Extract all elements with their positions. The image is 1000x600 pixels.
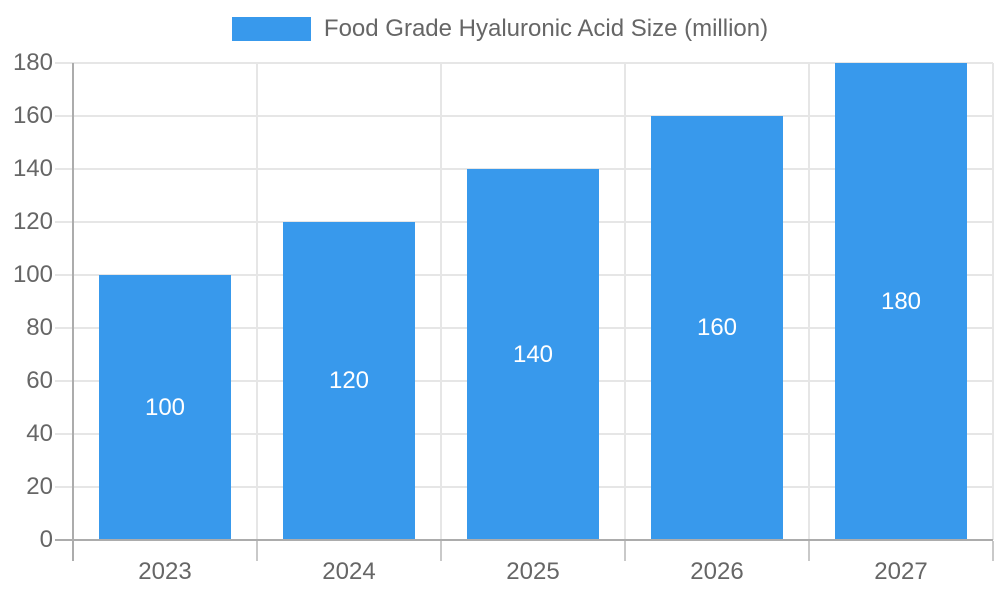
gridline-y-180	[73, 62, 993, 64]
y-tick-mark-140	[55, 168, 73, 170]
x-tick-label-2023: 2023	[138, 558, 192, 585]
y-tick-mark-120	[55, 221, 73, 223]
y-tick-mark-60	[55, 380, 73, 382]
y-tick-label-60: 60	[26, 367, 53, 394]
y-axis-line	[72, 63, 74, 561]
y-tick-label-140: 140	[12, 155, 53, 182]
x-tick-label-2025: 2025	[506, 558, 560, 585]
y-tick-mark-80	[55, 327, 73, 329]
y-tick-label-0: 0	[39, 526, 53, 553]
gridline-x-boundary-3	[624, 63, 626, 540]
y-tick-mark-160	[55, 115, 73, 117]
legend-item-series[interactable]: Food Grade Hyaluronic Acid Size (million…	[231, 15, 769, 43]
x-tick-mark-1	[256, 541, 258, 561]
x-tick-mark-2	[440, 541, 442, 561]
y-tick-label-120: 120	[12, 208, 53, 235]
x-tick-label-2024: 2024	[322, 558, 376, 585]
x-tick-mark-3	[624, 541, 626, 561]
legend-color-swatch	[231, 17, 311, 41]
y-tick-mark-20	[55, 486, 73, 488]
x-tick-label-2027: 2027	[874, 558, 928, 585]
y-tick-mark-100	[55, 274, 73, 276]
bar-2026	[651, 116, 783, 540]
y-tick-label-80: 80	[26, 314, 53, 341]
x-tick-mark-5	[992, 541, 994, 561]
y-tick-label-40: 40	[26, 420, 53, 447]
x-axis-line	[55, 539, 993, 541]
gridline-x-boundary-1	[256, 63, 258, 540]
chart-legend: Food Grade Hyaluronic Acid Size (million…	[0, 15, 1000, 43]
y-tick-label-160: 160	[12, 102, 53, 129]
bar-value-label-2027: 180	[880, 287, 922, 315]
bar-2023	[99, 275, 231, 540]
bar-value-label-2025: 140	[512, 340, 554, 368]
y-tick-label-180: 180	[12, 49, 53, 76]
bar-value-label-2023: 100	[144, 393, 186, 421]
legend-series-label: Food Grade Hyaluronic Acid Size (million…	[323, 15, 769, 42]
y-tick-mark-180	[55, 62, 73, 64]
bar-2024	[283, 222, 415, 540]
plot-area: 100 120 140 160 180	[55, 62, 994, 561]
y-tick-mark-40	[55, 433, 73, 435]
x-tick-mark-4	[808, 541, 810, 561]
gridline-x-boundary-2	[440, 63, 442, 540]
x-tick-label-2026: 2026	[690, 558, 744, 585]
bar-value-label-2024: 120	[328, 367, 370, 394]
gridline-x-boundary-4	[808, 63, 810, 540]
y-tick-label-100: 100	[12, 261, 53, 288]
y-tick-label-20: 20	[26, 473, 53, 500]
gridline-y-160	[73, 115, 993, 117]
gridline-x-boundary-5	[992, 63, 994, 540]
bar-value-label-2026: 160	[696, 314, 738, 341]
bar-2027	[835, 63, 967, 540]
bar-2025	[467, 169, 599, 540]
